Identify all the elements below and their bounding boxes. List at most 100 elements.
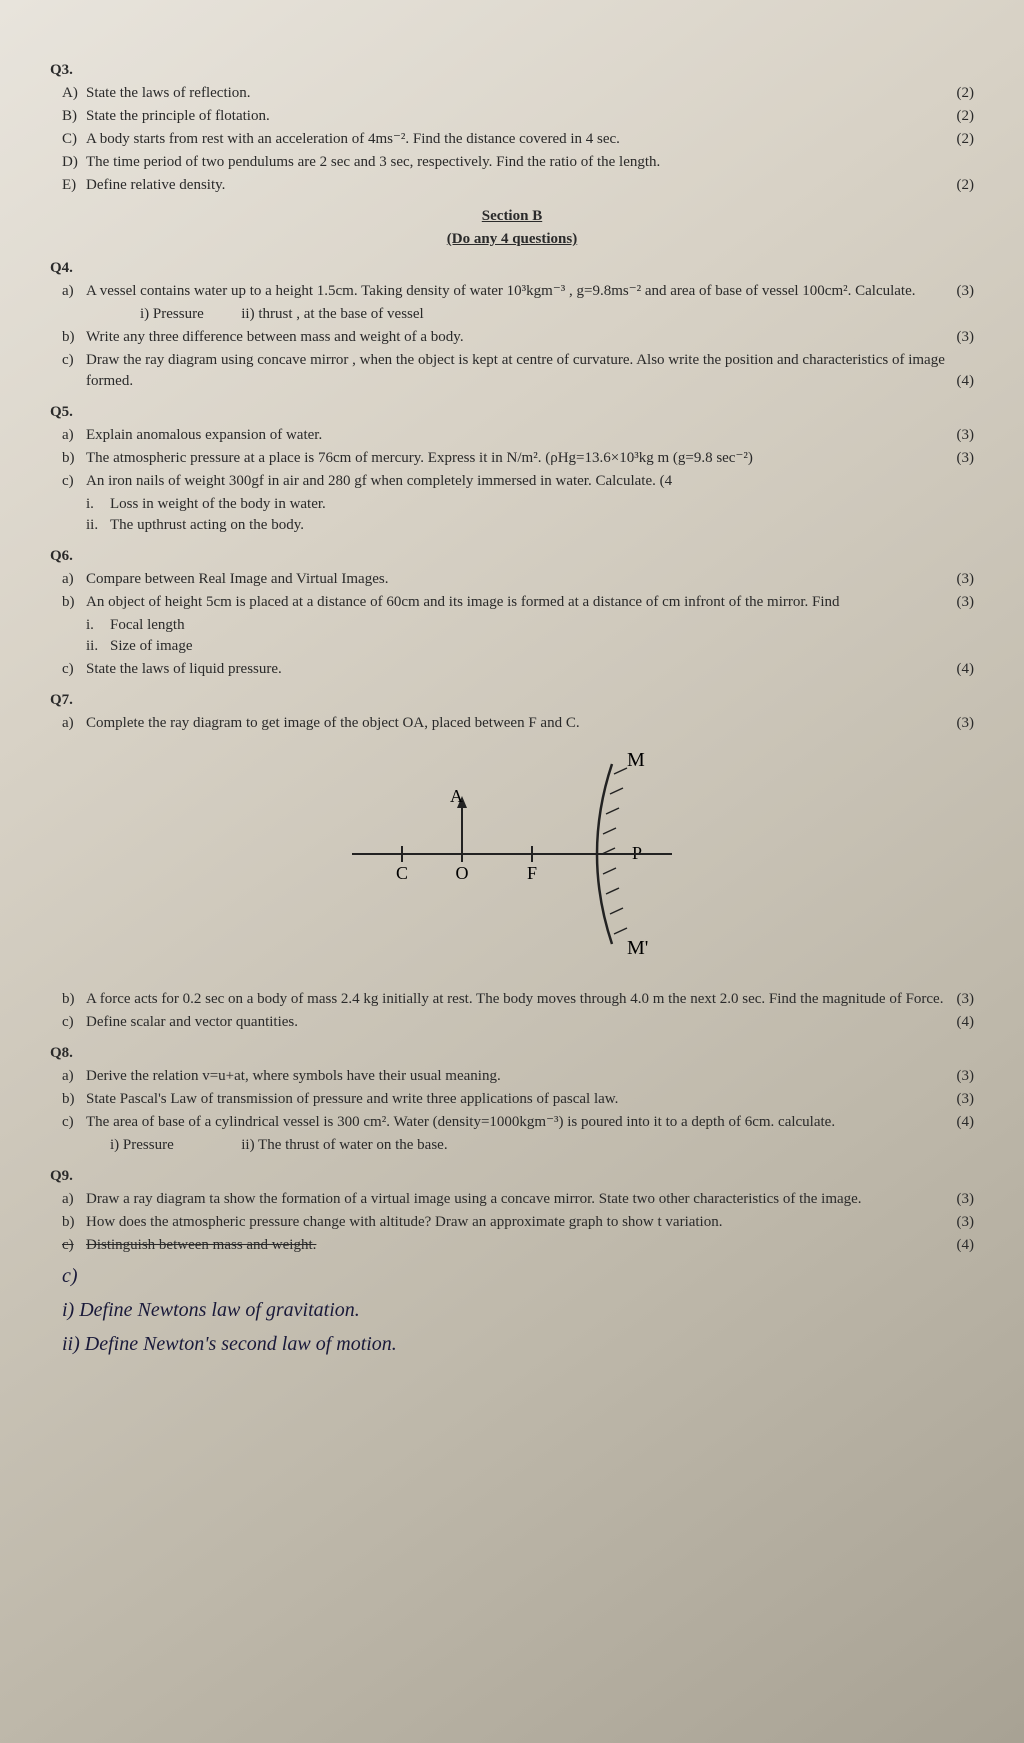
q3-label: Q3. bbox=[50, 60, 73, 81]
q4-b-marks: (3) bbox=[957, 327, 975, 348]
q7-c-text: Define scalar and vector quantities. bbox=[86, 1014, 298, 1030]
q4-c-letter: c) bbox=[62, 350, 74, 371]
q6-b-ii-text: Size of image bbox=[110, 638, 192, 654]
q7-a-text: Complete the ray diagram to get image of… bbox=[86, 715, 580, 731]
q5-label: Q5. bbox=[50, 402, 73, 423]
handwritten-c: c) bbox=[50, 1262, 974, 1290]
q9-c-text: Distinguish between mass and weight. bbox=[86, 1237, 316, 1253]
handwritten-line-1: i) Define Newtons law of gravitation. bbox=[50, 1296, 974, 1324]
q4-a-i: i) Pressure bbox=[140, 306, 204, 322]
q3-b-text: State the principle of flotation. bbox=[86, 108, 270, 124]
q9-b-marks: (3) bbox=[957, 1212, 975, 1233]
ray-diagram-svg: C A O F M M' P bbox=[332, 744, 692, 964]
q9-c: c) Distinguish between mass and weight. … bbox=[50, 1235, 974, 1256]
q6-a-text: Compare between Real Image and Virtual I… bbox=[86, 571, 388, 587]
q5-c-ii-num: ii. bbox=[86, 515, 98, 536]
q3-item-a: A) State the laws of reflection. (2) bbox=[50, 83, 974, 104]
q6-b-text: An object of height 5cm is placed at a d… bbox=[86, 594, 840, 610]
section-b-title: Section B bbox=[50, 206, 974, 227]
q6-b-ii-num: ii. bbox=[86, 636, 98, 657]
q8-c-text: The area of base of a cylindrical vessel… bbox=[86, 1114, 835, 1130]
diagram-label-c: C bbox=[396, 863, 408, 883]
q4-c: c) Draw the ray diagram using concave mi… bbox=[50, 350, 974, 392]
q7-c-letter: c) bbox=[62, 1012, 74, 1033]
q3-item-d: D) The time period of two pendulums are … bbox=[50, 152, 974, 173]
q4-b-letter: b) bbox=[62, 327, 75, 348]
q3-d-text: The time period of two pendulums are 2 s… bbox=[86, 154, 660, 170]
q5-c-i-text: Loss in weight of the body in water. bbox=[110, 496, 326, 512]
q8-c-ii: ii) The thrust of water on the base. bbox=[241, 1137, 447, 1153]
q4-b: b) Write any three difference between ma… bbox=[50, 327, 974, 348]
q4-a-marks: (3) bbox=[957, 281, 975, 302]
q4-c-text: Draw the ray diagram using concave mirro… bbox=[86, 352, 945, 389]
q8-c-sub: i) Pressure ii) The thrust of water on t… bbox=[50, 1135, 974, 1156]
q4-a-letter: a) bbox=[62, 281, 74, 302]
q9-c-letter: c) bbox=[62, 1235, 74, 1256]
q6-b-i-text: Focal length bbox=[110, 617, 185, 633]
q6-c: c) State the laws of liquid pressure. (4… bbox=[50, 659, 974, 680]
q4-c-marks: (4) bbox=[957, 371, 975, 392]
q7-b: b) A force acts for 0.2 sec on a body of… bbox=[50, 989, 974, 1010]
q9-a-marks: (3) bbox=[957, 1189, 975, 1210]
q6-a: a) Compare between Real Image and Virtua… bbox=[50, 569, 974, 590]
q6-a-marks: (3) bbox=[957, 569, 975, 590]
q3-c-letter: C) bbox=[62, 129, 77, 150]
q6-b-i-num: i. bbox=[86, 615, 94, 636]
q5-c: c) An iron nails of weight 300gf in air … bbox=[50, 471, 974, 492]
q3-item-b: B) State the principle of flotation. (2) bbox=[50, 106, 974, 127]
q5-c-i: i. Loss in weight of the body in water. bbox=[50, 494, 974, 515]
diagram-label-a: A bbox=[450, 786, 463, 806]
q3-item-e: E) Define relative density. (2) bbox=[50, 175, 974, 196]
q5-c-ii: ii. The upthrust acting on the body. bbox=[50, 515, 974, 536]
q6-a-letter: a) bbox=[62, 569, 74, 590]
q5-a-marks: (3) bbox=[957, 425, 975, 446]
q7-a-marks: (3) bbox=[957, 713, 975, 734]
handwritten-line-2: ii) Define Newton's second law of motion… bbox=[50, 1330, 974, 1358]
q6-label: Q6. bbox=[50, 546, 73, 567]
q6-b-i: i. Focal length bbox=[50, 615, 974, 636]
q6-c-text: State the laws of liquid pressure. bbox=[86, 661, 282, 677]
q8-c: c) The area of base of a cylindrical ves… bbox=[50, 1112, 974, 1133]
question-3: Q3. A) State the laws of reflection. (2)… bbox=[50, 60, 974, 196]
q4-a-ii: ii) thrust , at the base of vessel bbox=[241, 306, 423, 322]
q3-c-marks: (2) bbox=[957, 129, 975, 150]
q5-a-text: Explain anomalous expansion of water. bbox=[86, 427, 322, 443]
q3-b-marks: (2) bbox=[957, 106, 975, 127]
q4-a-text: A vessel contains water up to a height 1… bbox=[86, 283, 916, 299]
q9-a-text: Draw a ray diagram ta show the formation… bbox=[86, 1191, 862, 1207]
q8-a-text: Derive the relation v=u+at, where symbol… bbox=[86, 1068, 501, 1084]
q5-c-text: An iron nails of weight 300gf in air and… bbox=[86, 473, 672, 489]
q7-c-marks: (4) bbox=[957, 1012, 975, 1033]
diagram-label-m: M bbox=[627, 749, 645, 771]
q8-c-letter: c) bbox=[62, 1112, 74, 1133]
q3-d-letter: D) bbox=[62, 152, 78, 173]
section-b-sub: (Do any 4 questions) bbox=[50, 229, 974, 250]
q6-b-ii: ii. Size of image bbox=[50, 636, 974, 657]
q9-b-text: How does the atmospheric pressure change… bbox=[86, 1214, 722, 1230]
q8-a-marks: (3) bbox=[957, 1066, 975, 1087]
q6-c-letter: c) bbox=[62, 659, 74, 680]
q7-b-text: A force acts for 0.2 sec on a body of ma… bbox=[86, 991, 943, 1007]
q4-label: Q4. bbox=[50, 258, 73, 279]
q5-a: a) Explain anomalous expansion of water.… bbox=[50, 425, 974, 446]
diagram-label-o: O bbox=[456, 863, 469, 883]
question-5: Q5. a) Explain anomalous expansion of wa… bbox=[50, 402, 974, 536]
q7-b-marks: (3) bbox=[957, 989, 975, 1010]
q8-b: b) State Pascal's Law of transmission of… bbox=[50, 1089, 974, 1110]
diagram-label-m2: M' bbox=[627, 937, 648, 959]
q8-b-letter: b) bbox=[62, 1089, 75, 1110]
q8-a-letter: a) bbox=[62, 1066, 74, 1087]
q8-c-i: i) Pressure bbox=[110, 1137, 174, 1153]
q4-a-sub: i) Pressure ii) thrust , at the base of … bbox=[50, 304, 974, 325]
q7-a: a) Complete the ray diagram to get image… bbox=[50, 713, 974, 734]
q3-b-letter: B) bbox=[62, 106, 77, 127]
q7-c: c) Define scalar and vector quantities. … bbox=[50, 1012, 974, 1033]
q9-a: a) Draw a ray diagram ta show the format… bbox=[50, 1189, 974, 1210]
q3-c-text: A body starts from rest with an accelera… bbox=[86, 131, 620, 147]
q8-a: a) Derive the relation v=u+at, where sym… bbox=[50, 1066, 974, 1087]
q5-b-marks: (3) bbox=[957, 448, 975, 469]
q5-a-letter: a) bbox=[62, 425, 74, 446]
q7-a-letter: a) bbox=[62, 713, 74, 734]
q8-b-text: State Pascal's Law of transmission of pr… bbox=[86, 1091, 618, 1107]
q4-a: a) A vessel contains water up to a heigh… bbox=[50, 281, 974, 302]
